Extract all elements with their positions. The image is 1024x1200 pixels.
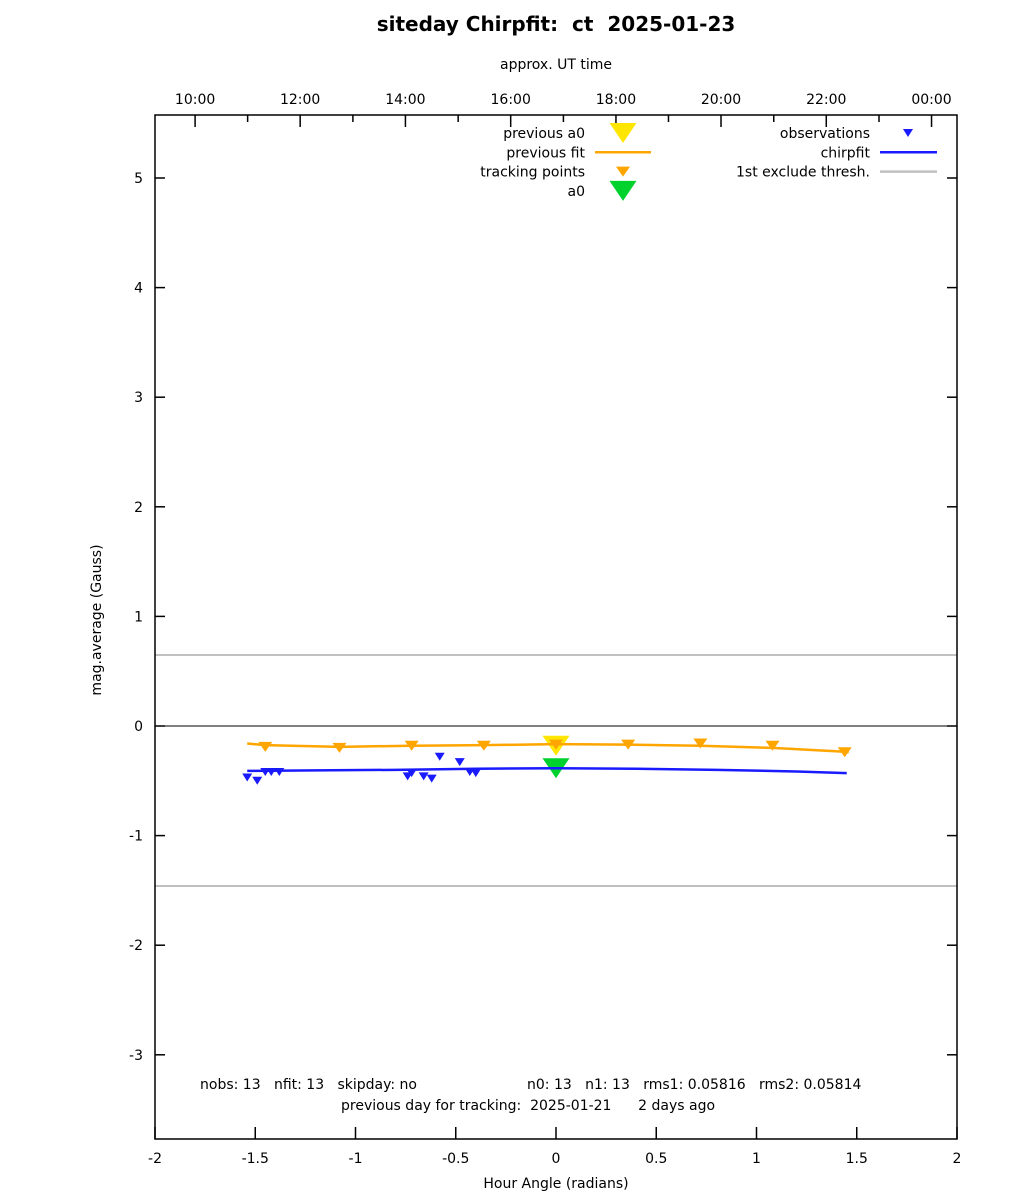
y-tick-label: -3 (129, 1048, 143, 1064)
tracking-points-marker (837, 747, 852, 758)
top-axis-label: approx. UT time (500, 57, 612, 73)
y-tick-label: 0 (134, 719, 143, 735)
observations-marker (454, 758, 465, 767)
legend-marker (609, 180, 637, 201)
x-tick-label: 1 (752, 1151, 761, 1167)
tracking-points-marker (258, 741, 273, 752)
observations-marker (274, 768, 285, 777)
y-tick-label: 1 (134, 609, 143, 625)
y-tick-label: -1 (129, 829, 143, 845)
tracking-points-marker (693, 738, 708, 749)
legend-label: previous fit (506, 145, 585, 161)
y-tick-label: 4 (134, 281, 143, 297)
x-tick-label: -1.5 (242, 1151, 269, 1167)
legend-marker (616, 166, 630, 177)
tracking-points-marker (476, 740, 491, 751)
x-tick-label: 1.5 (846, 1151, 868, 1167)
y-tick-label: 2 (134, 500, 143, 516)
x2-tick-label: 10:00 (175, 92, 215, 108)
observations-points (242, 752, 481, 785)
x-tick-label: 0 (552, 1151, 561, 1167)
observations-marker (266, 768, 277, 777)
stats-previous-day: previous day for tracking: 2025-01-21 2 … (341, 1098, 716, 1114)
x-tick-label: -1 (349, 1151, 363, 1167)
plot-border (154, 114, 958, 1140)
observations-marker (242, 773, 253, 782)
x2-tick-label: 22:00 (806, 92, 846, 108)
legend-marker (903, 129, 913, 137)
legend-label: chirpfit (821, 145, 871, 161)
x-tick-label: -2 (148, 1151, 162, 1167)
observations-marker (406, 769, 417, 778)
y-tick-label: -2 (129, 938, 143, 954)
legend: previous a0 previous fit tracking points a0… (480, 123, 937, 201)
legend-label: tracking points (480, 165, 585, 181)
tracking-points-marker (404, 740, 419, 751)
observations-marker (470, 769, 481, 778)
y-tick-label: 3 (134, 390, 143, 406)
tracking-points-points (258, 738, 852, 758)
x-tick-label: -0.5 (442, 1151, 469, 1167)
tracking-points-marker (332, 742, 347, 753)
tracking-points-marker (765, 740, 780, 751)
legend-marker (609, 123, 637, 143)
y-tick-label: 5 (134, 171, 143, 187)
x2-tick-label: 14:00 (385, 92, 425, 108)
top-axis-ticks: 10:00 12:00 14:00 16:00 18:00 20:00 22:00 00:00 (175, 92, 952, 127)
x2-tick-label: 12:00 (280, 92, 320, 108)
observations-marker (418, 772, 429, 781)
stats-rms: n0: 13 n1: 13 rms1: 0.05816 rms2: 0.0581… (527, 1077, 862, 1093)
chart-title: siteday Chirpfit: ct 2025-01-23 (376, 12, 736, 36)
stats-counts: nobs: 13 nfit: 13 skipday: no (200, 1077, 417, 1093)
x2-tick-label: 16:00 (491, 92, 531, 108)
observations-marker (434, 752, 445, 761)
observations-marker (426, 774, 437, 783)
exclude-threshold-lines (155, 653, 957, 888)
observations-marker (252, 776, 263, 785)
bottom-axis-ticks: -2 -1.5 -1 -0.5 0 0.5 1 1.5 2 (148, 1127, 961, 1167)
x-tick-label: 2 (953, 1151, 962, 1167)
tracking-points-marker (549, 739, 563, 750)
y-axis-ticks: -3 -2 -1 0 1 2 3 4 5 (129, 171, 957, 1064)
x-tick-label: 0.5 (645, 1151, 667, 1167)
legend-label: previous a0 (503, 126, 585, 142)
x-axis-label: Hour Angle (radians) (483, 1176, 629, 1192)
legend-label: a0 (568, 184, 586, 200)
legend-label: 1st exclude thresh. (736, 165, 870, 181)
x2-tick-label: 20:00 (701, 92, 741, 108)
x2-tick-label: 18:00 (596, 92, 636, 108)
tracking-points-marker (621, 739, 636, 750)
chirpfit-line (247, 766, 847, 775)
x2-tick-label: 00:00 (911, 92, 951, 108)
legend-label: observations (780, 126, 870, 142)
